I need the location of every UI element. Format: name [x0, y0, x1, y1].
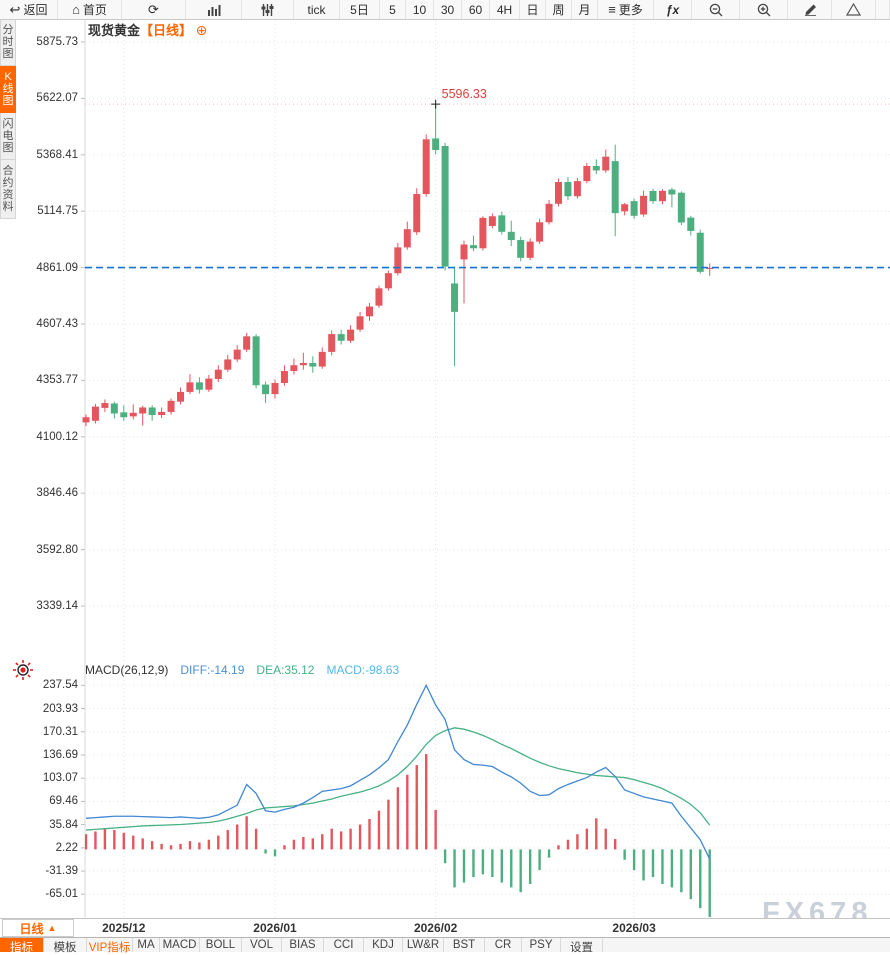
- macd-diff-value: DIFF:-14.19: [180, 663, 245, 677]
- range-5d-label: 5日: [350, 3, 369, 17]
- period-selector[interactable]: 日线 ▲: [2, 919, 74, 937]
- sidebar-tab-time-chart[interactable]: 分时图: [0, 19, 16, 66]
- more-button[interactable]: ≡ 更多: [598, 0, 654, 19]
- x-axis-strip: [0, 918, 890, 938]
- period-selector-arrow-icon: ▲: [47, 923, 57, 933]
- back-label: 返回: [23, 3, 48, 17]
- macd-header: MACD(26,12,9) DIFF:-14.19 DEA:35.12 MACD…: [85, 663, 399, 677]
- home-icon: ⌂: [72, 2, 80, 17]
- zoom-out-icon: [709, 3, 723, 17]
- tab-psy[interactable]: PSY: [522, 938, 561, 952]
- sidebar-tab-contract-info[interactable]: 合约资料: [0, 160, 16, 219]
- tab-lwr[interactable]: LW&R: [403, 938, 444, 952]
- macd-macd-value: MACD:-98.63: [326, 663, 400, 677]
- menu-icon: ≡: [608, 2, 616, 17]
- tab-ma[interactable]: MA: [133, 938, 160, 952]
- interval-30-button[interactable]: 30: [434, 0, 462, 19]
- home-label: 首页: [82, 3, 107, 17]
- more-label: 更多: [618, 3, 643, 17]
- period-name: 【日线】: [140, 23, 193, 38]
- sliders-button[interactable]: [242, 0, 294, 19]
- interval-month-label: 月: [578, 3, 591, 17]
- pen-icon: [803, 3, 817, 16]
- interval-day-label: 日: [526, 3, 539, 17]
- home-button[interactable]: ⌂ 首页: [58, 0, 122, 19]
- tab-kdj[interactable]: KDJ: [364, 938, 403, 952]
- tick-label: tick: [307, 2, 326, 17]
- sidebar-tab-lightning-chart[interactable]: 闪电图: [0, 113, 16, 160]
- indicator-tab-bar: 指标 模板 VIP指标 MA MACD BOLL VOL BIAS CCI KD…: [0, 937, 890, 954]
- interval-10-button[interactable]: 10: [406, 0, 434, 19]
- refresh-icon: ⟳: [148, 2, 159, 17]
- macd-series: [85, 683, 711, 917]
- high-price-annotation: 5596.33: [442, 87, 487, 101]
- interval-5-button[interactable]: 5: [380, 0, 406, 19]
- sliders-icon: [261, 3, 274, 16]
- chart-settings-icon[interactable]: ⊕: [195, 22, 208, 38]
- bar-chart-icon: [207, 4, 221, 16]
- macd-formula: MACD(26,12,9): [85, 663, 169, 677]
- interval-60-button[interactable]: 60: [462, 0, 490, 19]
- period-selector-label: 日线: [19, 921, 44, 936]
- sidebar-tab-candle-chart[interactable]: K线图: [0, 66, 16, 113]
- tab-vol[interactable]: VOL: [242, 938, 282, 952]
- interval-week-label: 周: [552, 3, 565, 17]
- tab-macd[interactable]: MACD: [160, 938, 200, 952]
- interval-10-label: 10: [412, 2, 427, 17]
- chart-type-sidebar: 分时图 K线图 闪电图 合约资料: [0, 19, 16, 219]
- candlestick-series: [82, 104, 714, 427]
- interval-30-label: 30: [440, 2, 455, 17]
- interval-month-button[interactable]: 月: [572, 0, 598, 19]
- top-toolbar: ↩ 返回 ⌂ 首页 ⟳ tick 5日 5 10 30 60 4H 日 周 月 …: [0, 0, 890, 20]
- triangle-icon: [846, 3, 861, 16]
- back-icon: ↩: [9, 2, 21, 17]
- toolbar-overflow[interactable]: [876, 0, 890, 19]
- interval-day-button[interactable]: 日: [520, 0, 546, 19]
- chart-title: 现货黄金【日线】 ⊕: [88, 20, 207, 39]
- interval-5-label: 5: [389, 2, 396, 17]
- zoom-out-button[interactable]: [692, 0, 740, 19]
- formula-button[interactable]: ƒx: [654, 0, 692, 19]
- tab-cci[interactable]: CCI: [324, 938, 364, 952]
- tab-boll[interactable]: BOLL: [200, 938, 242, 952]
- interval-4h-label: 4H: [496, 2, 513, 17]
- symbol-name: 现货黄金: [88, 23, 141, 38]
- back-button[interactable]: ↩ 返回: [0, 0, 58, 19]
- formula-icon: ƒx: [665, 2, 680, 17]
- tick-chart-button[interactable]: tick: [294, 0, 340, 19]
- interval-week-button[interactable]: 周: [546, 0, 572, 19]
- tab-cr[interactable]: CR: [485, 938, 522, 952]
- zoom-in-button[interactable]: [740, 0, 788, 19]
- bar-chart-button[interactable]: [186, 0, 242, 19]
- macd-dea-value: DEA:35.12: [256, 663, 315, 677]
- range-5d-button[interactable]: 5日: [340, 0, 380, 19]
- shapes-button[interactable]: [832, 0, 876, 19]
- tab-bst[interactable]: BST: [444, 938, 485, 952]
- zoom-in-icon: [757, 3, 771, 17]
- draw-button[interactable]: [788, 0, 832, 19]
- interval-60-label: 60: [468, 2, 483, 17]
- sun-indicator-icon[interactable]: [12, 659, 34, 686]
- refresh-button[interactable]: ⟳: [122, 0, 186, 19]
- interval-4h-button[interactable]: 4H: [490, 0, 520, 19]
- tab-bias[interactable]: BIAS: [282, 938, 324, 952]
